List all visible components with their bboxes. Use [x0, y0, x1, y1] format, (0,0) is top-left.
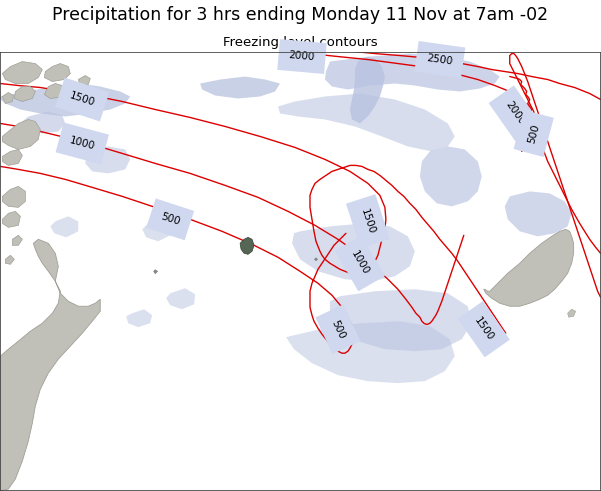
Polygon shape — [166, 288, 195, 309]
Polygon shape — [153, 269, 158, 274]
Polygon shape — [286, 321, 455, 383]
Text: 2000: 2000 — [288, 51, 316, 63]
Polygon shape — [13, 235, 22, 246]
Polygon shape — [292, 223, 415, 281]
Polygon shape — [2, 61, 42, 83]
Polygon shape — [2, 211, 20, 227]
Polygon shape — [330, 289, 472, 351]
Polygon shape — [1, 239, 100, 491]
Polygon shape — [200, 77, 280, 99]
Text: 1500: 1500 — [359, 207, 377, 235]
Polygon shape — [314, 257, 318, 261]
Polygon shape — [14, 86, 35, 102]
Polygon shape — [44, 83, 64, 99]
Text: 500: 500 — [526, 123, 541, 144]
Text: 500: 500 — [329, 318, 347, 340]
Polygon shape — [50, 217, 78, 237]
Polygon shape — [278, 93, 455, 151]
Text: Freezing level contours: Freezing level contours — [223, 36, 378, 49]
Polygon shape — [1, 83, 130, 116]
Text: 1000: 1000 — [69, 135, 96, 152]
Text: 1500: 1500 — [69, 91, 96, 109]
Polygon shape — [2, 92, 13, 104]
Polygon shape — [325, 54, 500, 91]
Polygon shape — [505, 191, 572, 236]
Polygon shape — [142, 219, 172, 241]
Text: 2000: 2000 — [503, 100, 526, 127]
Text: 500: 500 — [159, 212, 181, 227]
Text: 1000: 1000 — [349, 249, 371, 277]
Polygon shape — [44, 63, 70, 82]
Polygon shape — [78, 76, 90, 85]
Text: Precipitation for 3 hrs ending Monday 11 Nov at 7am -02: Precipitation for 3 hrs ending Monday 11… — [52, 6, 549, 25]
Polygon shape — [22, 111, 66, 134]
Text: 1500: 1500 — [472, 316, 495, 343]
Polygon shape — [484, 229, 574, 306]
Polygon shape — [240, 237, 254, 254]
Polygon shape — [126, 309, 152, 327]
Polygon shape — [2, 187, 25, 207]
Polygon shape — [2, 149, 22, 165]
Text: 2500: 2500 — [426, 53, 454, 66]
Polygon shape — [2, 119, 40, 149]
Polygon shape — [568, 309, 576, 317]
Polygon shape — [420, 146, 482, 206]
Polygon shape — [85, 146, 130, 173]
Polygon shape — [350, 56, 385, 123]
Polygon shape — [5, 255, 14, 264]
